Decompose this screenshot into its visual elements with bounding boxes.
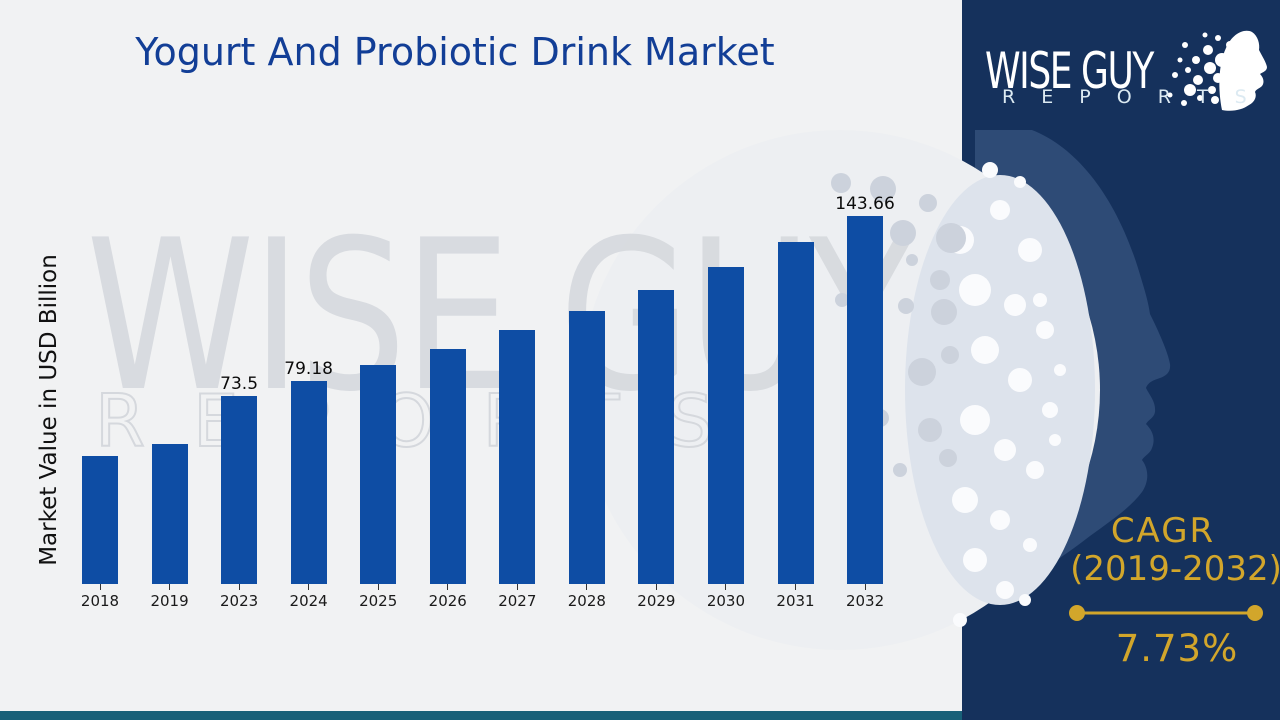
bar-2028 bbox=[568, 311, 605, 584]
gray-dot-cluster bbox=[831, 173, 966, 477]
x-tick-2023 bbox=[238, 584, 240, 590]
x-tick-2029 bbox=[655, 584, 657, 590]
x-tick-2026 bbox=[447, 584, 449, 590]
x-tick-2018 bbox=[99, 584, 101, 590]
x-tick-2025 bbox=[377, 584, 379, 590]
x-tick-label-2029: 2029 bbox=[637, 592, 676, 610]
watermark-reports: REPORTS bbox=[95, 379, 761, 463]
white-dot-texture bbox=[946, 162, 1066, 627]
bar-2024 bbox=[290, 381, 327, 584]
brand-head-icon bbox=[1167, 30, 1267, 111]
x-tick-2032 bbox=[864, 584, 866, 590]
bar-2027 bbox=[499, 330, 536, 584]
x-tick-label-2023: 2023 bbox=[220, 592, 259, 610]
bar-2032 bbox=[847, 216, 884, 584]
bar-2029 bbox=[638, 290, 675, 584]
x-tick-label-2024: 2024 bbox=[289, 592, 328, 610]
x-tick-label-2019: 2019 bbox=[150, 592, 189, 610]
cagr-underline bbox=[1069, 605, 1263, 621]
x-tick-label-2027: 2027 bbox=[498, 592, 537, 610]
value-label-2023: 73.5 bbox=[220, 374, 259, 394]
bar-2026 bbox=[429, 349, 466, 584]
bar-2023 bbox=[221, 396, 258, 584]
x-tick-label-2028: 2028 bbox=[567, 592, 606, 610]
x-tick-2031 bbox=[795, 584, 796, 590]
x-tick-label-2025: 2025 bbox=[359, 592, 398, 610]
bar-2030 bbox=[707, 267, 744, 584]
bar-2031 bbox=[777, 242, 814, 584]
x-tick-2019 bbox=[169, 584, 171, 590]
value-label-2024: 79.18 bbox=[284, 359, 333, 379]
x-tick-2030 bbox=[725, 584, 727, 590]
bar-2025 bbox=[360, 365, 397, 584]
x-tick-label-2032: 2032 bbox=[845, 592, 885, 610]
x-tick-label-2030: 2030 bbox=[706, 592, 746, 610]
value-label-2032: 143.66 bbox=[835, 194, 895, 214]
x-tick-label-2018: 2018 bbox=[80, 592, 120, 610]
bottom-accent-strip bbox=[0, 711, 1280, 720]
bar-2019 bbox=[151, 444, 188, 584]
x-tick-2028 bbox=[586, 584, 588, 590]
bar-2018 bbox=[82, 456, 118, 584]
x-tick-label-2031: 2031 bbox=[776, 592, 815, 610]
x-tick-label-2026: 2026 bbox=[428, 592, 467, 610]
x-tick-2024 bbox=[308, 584, 310, 590]
x-tick-2027 bbox=[516, 584, 518, 590]
